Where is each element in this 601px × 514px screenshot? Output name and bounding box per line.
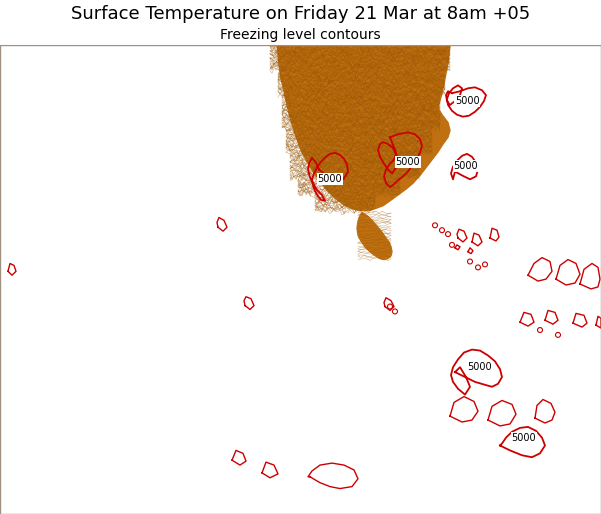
Text: 5000: 5000 [454,160,478,171]
Polygon shape [357,213,392,260]
Text: 5000: 5000 [455,96,480,106]
Text: 5000: 5000 [511,433,536,443]
Text: 5000: 5000 [318,174,343,185]
Text: 5000: 5000 [468,362,492,372]
Text: Freezing level contours: Freezing level contours [220,28,381,42]
Text: 5000: 5000 [395,157,420,167]
Text: Surface Temperature on Friday 21 Mar at 8am +05: Surface Temperature on Friday 21 Mar at … [71,6,530,24]
Polygon shape [270,45,450,211]
